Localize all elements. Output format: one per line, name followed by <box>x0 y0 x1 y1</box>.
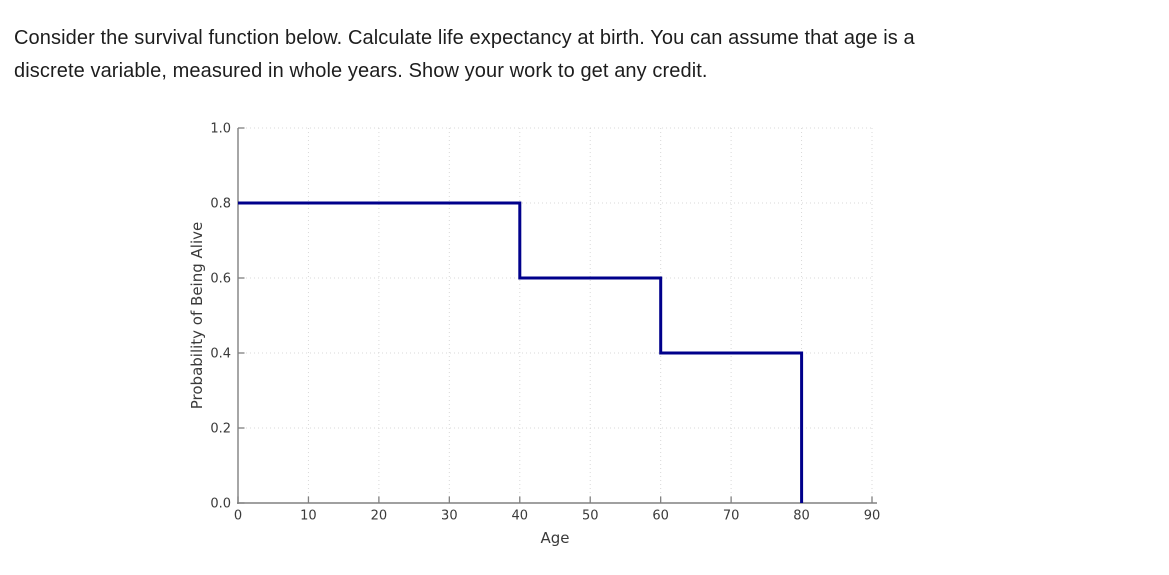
question-line-1: Consider the survival function below. Ca… <box>14 27 915 49</box>
x-tick-label: 10 <box>300 509 317 524</box>
x-tick-label: 0 <box>234 509 242 524</box>
y-tick-label: 1.0 <box>210 122 231 137</box>
y-tick-label: 0.6 <box>210 272 231 287</box>
x-tick-label: 90 <box>864 509 881 524</box>
y-tick-label: 0.0 <box>210 497 231 512</box>
x-tick-label: 30 <box>441 509 458 524</box>
question-text: Consider the survival function below. Ca… <box>14 22 1162 88</box>
x-tick-label: 20 <box>371 509 388 524</box>
question-line-2: discrete variable, measured in whole yea… <box>14 60 708 82</box>
y-tick-label: 0.4 <box>210 347 231 362</box>
y-tick-label: 0.8 <box>210 197 231 212</box>
y-axis-label: Probability of Being Alive <box>188 222 206 409</box>
x-tick-label: 80 <box>793 509 810 524</box>
y-tick-label: 0.2 <box>210 422 231 437</box>
x-axis-label: Age <box>540 529 569 547</box>
survival-step-line <box>238 201 804 503</box>
x-tick-label: 60 <box>652 509 669 524</box>
x-tick-label: 70 <box>723 509 740 524</box>
x-tick-label: 50 <box>582 509 599 524</box>
x-tick-label: 40 <box>512 509 529 524</box>
